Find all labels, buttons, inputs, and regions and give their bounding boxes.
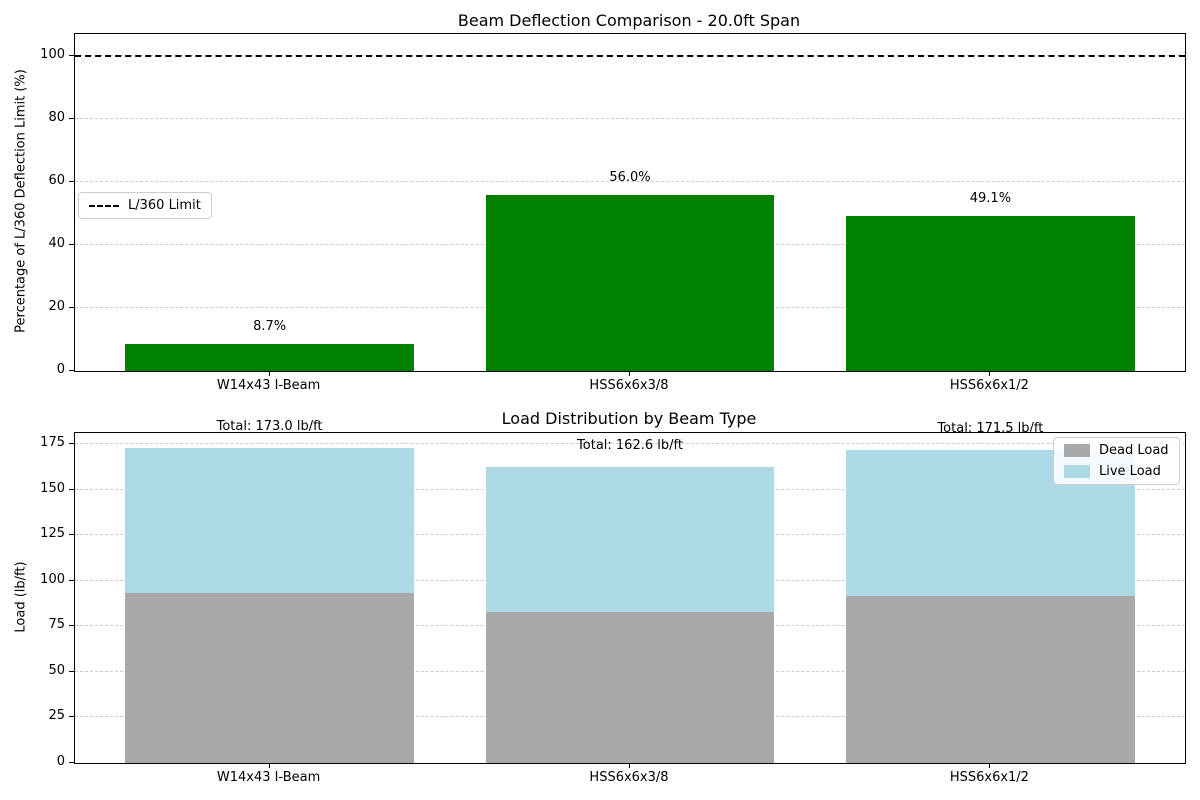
y-tick-mark <box>69 118 74 120</box>
y-tick-label: 20 <box>48 299 65 314</box>
y-tick-mark <box>69 244 74 246</box>
dead-load-bar <box>485 612 775 763</box>
dead-load-bar <box>846 596 1135 763</box>
l360-limit-line <box>75 55 1185 58</box>
y-tick-mark <box>69 307 74 308</box>
y-tick-label: 50 <box>48 662 65 678</box>
gridline <box>75 118 1185 120</box>
x-tick-label: HSS6x6x3/8 <box>589 378 669 393</box>
y-tick-label: 75 <box>48 617 65 633</box>
x-tick-mark <box>268 763 270 768</box>
x-tick-mark <box>629 763 630 768</box>
load-chart-title: Load Distribution by Beam Type <box>501 409 757 428</box>
percentage-label: 8.7% <box>253 318 287 334</box>
y-tick-mark <box>69 670 74 672</box>
y-tick-label: 150 <box>40 480 65 496</box>
x-tick-label: HSS6x6x1/2 <box>949 770 1029 785</box>
legend-row-live-load: Live Load <box>1064 464 1169 479</box>
x-tick-label: W14x43 I-Beam <box>216 770 321 785</box>
live-load-bar <box>485 466 775 613</box>
x-tick-label: W14x43 I-Beam <box>216 378 321 393</box>
y-tick-mark <box>69 534 74 536</box>
y-tick-label: 60 <box>48 173 65 189</box>
y-tick-mark <box>69 55 74 57</box>
dead-load-legend-label: Dead Load <box>1099 443 1169 458</box>
y-tick-label: 175 <box>40 434 65 450</box>
y-tick-mark <box>69 716 74 718</box>
load-plot-area: Total: 173.0 lb/ft Total: 162.6 lb/ft Tota… <box>74 419 1186 764</box>
x-tick-label: HSS6x6x3/8 <box>589 770 669 785</box>
legend-row-dead-load: Dead Load <box>1064 443 1169 458</box>
dead-load-swatch <box>1064 444 1090 457</box>
live-load-legend-label: Live Load <box>1099 464 1161 479</box>
y-tick-label: 100 <box>40 571 65 587</box>
total-label: Total: 173.0 lb/ft <box>216 418 323 434</box>
y-tick-label: 125 <box>40 526 65 542</box>
y-tick-label: 0 <box>56 362 65 377</box>
y-tick-label: 100 <box>40 47 65 63</box>
gridline <box>75 181 1185 183</box>
deflection-chart-title: Beam Deflection Comparison - 20.0ft Span <box>457 11 801 30</box>
live-load-bar <box>125 447 414 594</box>
y-tick-mark <box>69 762 74 763</box>
y-tick-mark <box>69 625 74 627</box>
y-tick-label: 0 <box>56 754 65 769</box>
y-tick-label: 40 <box>48 236 65 252</box>
y-tick-mark <box>69 442 74 444</box>
deflection-bar <box>485 194 775 371</box>
x-tick-mark <box>268 371 270 376</box>
y-tick-mark <box>69 181 74 183</box>
deflection-y-axis-label: Percentage of L/360 Deflection Limit (%) <box>13 69 29 333</box>
deflection-bar <box>846 216 1135 371</box>
y-tick-mark <box>69 579 74 581</box>
total-label: Total: 162.6 lb/ft <box>577 437 683 453</box>
y-tick-label: 80 <box>48 110 65 126</box>
x-tick-mark <box>989 763 991 768</box>
live-load-swatch <box>1064 465 1090 478</box>
dashed-line-marker <box>89 204 119 207</box>
y-tick-mark <box>69 370 74 371</box>
limit-legend-label: L/360 Limit <box>128 198 201 213</box>
x-tick-mark <box>989 371 991 376</box>
gridline <box>75 442 1185 444</box>
y-tick-mark <box>69 488 74 490</box>
x-tick-label: HSS6x6x1/2 <box>949 378 1029 393</box>
deflection-plot-area: 8.7% 56.0% 49.1% <box>74 33 1186 372</box>
deflection-legend: L/360 Limit <box>78 192 212 219</box>
deflection-bar <box>125 343 414 371</box>
y-tick-label: 25 <box>48 708 65 724</box>
percentage-label: 49.1% <box>969 191 1012 207</box>
x-tick-mark <box>629 371 630 376</box>
load-legend: Dead Load Live Load <box>1053 437 1180 485</box>
percentage-label: 56.0% <box>609 169 651 185</box>
dead-load-bar <box>125 593 414 763</box>
total-label: Total: 171.5 lb/ft <box>937 421 1044 437</box>
